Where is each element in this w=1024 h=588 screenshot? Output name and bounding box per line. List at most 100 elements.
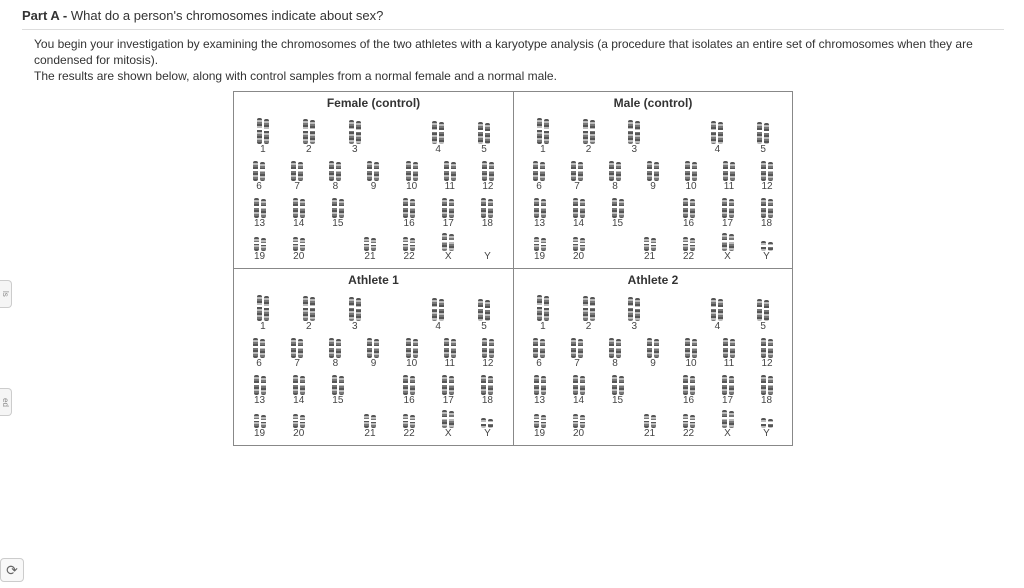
chromosome-label: 8 bbox=[333, 358, 339, 369]
chromosome-label: X bbox=[445, 251, 452, 262]
female-control-panel: Female (control) 12345678910111213141516… bbox=[234, 92, 513, 268]
chromosome-pair bbox=[478, 114, 490, 144]
chromosome-pair bbox=[481, 371, 493, 395]
chromosome-label: X bbox=[724, 251, 731, 262]
chromosome-pair bbox=[533, 157, 545, 181]
chromosome-pair bbox=[349, 114, 361, 144]
chromosome-row: 131415161718 bbox=[522, 371, 784, 406]
refresh-icon[interactable]: ⟳ bbox=[0, 558, 24, 582]
chromosome-slot: 4 bbox=[697, 114, 739, 155]
chromosome-pair bbox=[683, 408, 695, 428]
chromatid bbox=[432, 121, 437, 144]
chromosome-pair bbox=[254, 408, 266, 428]
chromosome-pair bbox=[583, 114, 595, 144]
chromosome-slot: 20 bbox=[281, 408, 316, 439]
chromatid bbox=[489, 339, 494, 358]
panel-title: Athlete 1 bbox=[234, 269, 513, 289]
chromosome-label: 14 bbox=[573, 218, 584, 229]
chromosome-slot: 14 bbox=[561, 371, 596, 406]
chromosome-slot: 12 bbox=[750, 157, 784, 192]
chromatid bbox=[481, 375, 486, 395]
chromosome-pair bbox=[253, 157, 265, 181]
chromosome-slot: 10 bbox=[674, 157, 708, 192]
chromatid bbox=[761, 198, 766, 218]
chromosome-pair bbox=[254, 194, 266, 218]
row-spacer bbox=[380, 291, 414, 332]
chromosome-slot: 5 bbox=[463, 114, 505, 155]
chromosome-slot: 8 bbox=[598, 334, 632, 369]
chromosome-slot: 20 bbox=[281, 231, 316, 262]
chromosome-label: 12 bbox=[482, 181, 493, 192]
chromatid bbox=[332, 198, 337, 218]
chromosome-row: 131415161718 bbox=[242, 371, 505, 406]
karyotype-bottom-row: Athlete 1 123456789101112131415161718192… bbox=[234, 268, 792, 445]
chromosome-label: 4 bbox=[715, 321, 721, 332]
chromosome-label: 6 bbox=[536, 181, 542, 192]
chromosome-slot: 21 bbox=[632, 231, 667, 262]
chromatid bbox=[580, 415, 585, 428]
chromatid bbox=[303, 296, 308, 321]
chromosome-slot: 2 bbox=[568, 114, 610, 155]
left-tab-1[interactable]: ls bbox=[0, 280, 12, 308]
chromosome-slot: 4 bbox=[697, 291, 739, 332]
chromatid bbox=[339, 199, 344, 218]
chromosome-slot: 19 bbox=[522, 408, 557, 439]
chromatid bbox=[761, 241, 766, 251]
chromatid bbox=[590, 297, 595, 321]
chromatid bbox=[692, 162, 697, 181]
chromosome-slot: 1 bbox=[522, 114, 564, 155]
chromosome-pair bbox=[482, 157, 494, 181]
chromosome-pair bbox=[403, 194, 415, 218]
chromosome-label: 21 bbox=[644, 428, 655, 439]
chromatid bbox=[261, 376, 266, 395]
chromosome-slot: 14 bbox=[561, 194, 596, 229]
chromosome-label: 17 bbox=[722, 395, 733, 406]
chromosome-slot: 3 bbox=[334, 291, 376, 332]
chromosome-pair bbox=[612, 371, 624, 395]
chromatid bbox=[371, 415, 376, 428]
chromosome-pair bbox=[644, 408, 656, 428]
athlete-2-panel: Athlete 2 123456789101112131415161718192… bbox=[513, 269, 792, 445]
chromosome-pair bbox=[291, 334, 303, 358]
chromatid bbox=[332, 375, 337, 395]
chromosome-pair bbox=[761, 194, 773, 218]
chromosome-pair bbox=[444, 334, 456, 358]
chromatid bbox=[371, 238, 376, 251]
chromosome-slot: 11 bbox=[712, 334, 746, 369]
chromosome-label: 20 bbox=[573, 428, 584, 439]
chromosome-pair bbox=[573, 371, 585, 395]
chromosome-pair bbox=[293, 231, 305, 251]
chromosome-row: 19202122XY bbox=[522, 231, 784, 262]
left-tab-2[interactable]: ed bbox=[0, 388, 12, 416]
chromatid bbox=[406, 161, 411, 181]
intro-line-1: You begin your investigation by examinin… bbox=[34, 36, 1004, 68]
chromosome-label: 12 bbox=[761, 181, 772, 192]
chromosome-pair bbox=[573, 408, 585, 428]
karyotype-top-row: Female (control) 12345678910111213141516… bbox=[234, 92, 792, 268]
chromatid bbox=[339, 376, 344, 395]
chromosome-slot: 19 bbox=[242, 408, 277, 439]
chromosome-pair bbox=[722, 231, 734, 251]
chromosome-slot: 16 bbox=[392, 371, 427, 406]
chromatid bbox=[544, 296, 549, 321]
chromatid bbox=[439, 122, 444, 144]
chromosome-label: Y bbox=[763, 251, 770, 262]
chromosome-row: 6789101112 bbox=[522, 157, 784, 192]
row-spacer bbox=[359, 371, 387, 406]
chromosome-label: 8 bbox=[612, 181, 618, 192]
chromatid bbox=[403, 414, 408, 428]
chromatid bbox=[300, 199, 305, 218]
chromosome-pair bbox=[444, 157, 456, 181]
chromatid bbox=[534, 414, 539, 428]
chromosome-pair bbox=[332, 194, 344, 218]
chromosome-pair bbox=[403, 371, 415, 395]
chromatid bbox=[403, 375, 408, 395]
chromatid bbox=[254, 414, 259, 428]
chromosome-slot: 5 bbox=[742, 114, 784, 155]
chromosome-pair bbox=[329, 157, 341, 181]
chromosome-slot: 13 bbox=[522, 194, 557, 229]
chromatid bbox=[616, 339, 621, 358]
chromosome-pair bbox=[612, 194, 624, 218]
chromosome-label: 14 bbox=[293, 218, 304, 229]
chromosome-pair bbox=[685, 157, 697, 181]
